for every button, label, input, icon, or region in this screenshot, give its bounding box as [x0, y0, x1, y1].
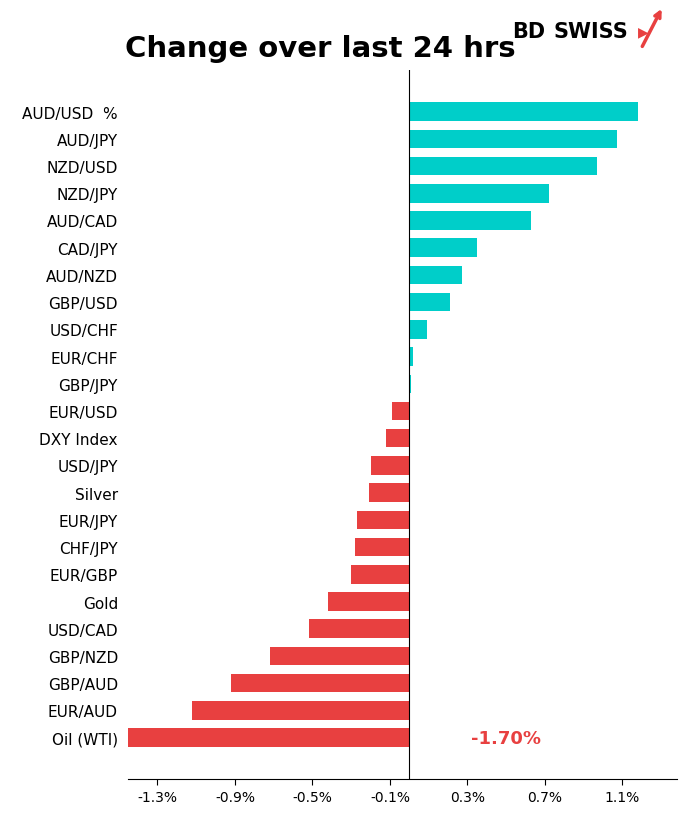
Bar: [409, 130, 616, 149]
Bar: [270, 647, 409, 665]
Bar: [409, 293, 450, 312]
Bar: [371, 456, 409, 475]
Bar: [409, 158, 598, 176]
Bar: [357, 511, 409, 529]
Bar: [386, 430, 409, 448]
Text: BD: BD: [512, 22, 545, 42]
Bar: [409, 375, 412, 394]
Bar: [392, 402, 409, 421]
Bar: [328, 593, 409, 611]
Bar: [409, 185, 549, 203]
Bar: [409, 239, 477, 257]
Text: ▶: ▶: [638, 25, 649, 39]
Bar: [409, 267, 462, 285]
Title: Change over last 24 hrs: Change over last 24 hrs: [125, 35, 516, 64]
Bar: [369, 484, 409, 502]
Bar: [80, 728, 409, 747]
Text: -1.70%: -1.70%: [471, 729, 541, 747]
Bar: [192, 701, 409, 720]
Bar: [231, 674, 409, 692]
Bar: [409, 104, 638, 122]
Bar: [409, 212, 532, 231]
Bar: [309, 619, 409, 638]
Text: SWISS: SWISS: [553, 22, 628, 42]
Bar: [351, 565, 409, 584]
Bar: [409, 321, 427, 339]
Bar: [409, 348, 413, 366]
Bar: [355, 538, 409, 557]
